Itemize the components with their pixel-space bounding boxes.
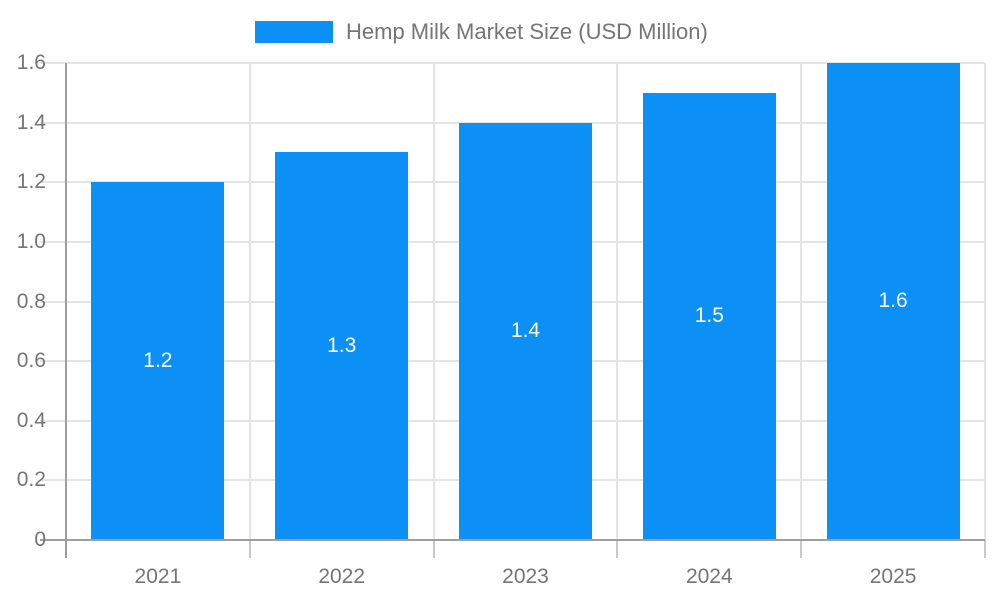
bar[interactable]: 1.2 (91, 182, 225, 539)
y-axis-tick-label: 1.2 (16, 170, 46, 194)
x-axis-tick (984, 540, 986, 558)
bar-value-label: 1.2 (143, 348, 173, 372)
gridline-vertical (432, 63, 435, 540)
bar-value-label: 1.5 (694, 303, 724, 327)
legend-label: Hemp Milk Market Size (USD Million) (346, 19, 708, 44)
bar[interactable]: 1.3 (275, 152, 409, 539)
bar[interactable]: 1.5 (642, 92, 776, 539)
bar[interactable]: 1.6 (826, 63, 960, 539)
x-axis-tick-label: 2023 (502, 565, 549, 588)
y-axis-tick-label: 0 (34, 528, 46, 551)
y-axis-line (65, 63, 67, 558)
bar-value-label: 1.4 (510, 318, 541, 342)
y-axis-tick-label: 0.4 (16, 408, 46, 432)
gridline-horizontal (40, 62, 985, 64)
x-axis-baseline (40, 539, 985, 541)
y-axis-tick-label: 0.8 (16, 289, 46, 313)
x-axis-tick (616, 540, 619, 558)
x-axis-tick-label: 2025 (869, 565, 917, 588)
x-axis-tick (800, 540, 803, 558)
gridline-vertical (800, 63, 803, 540)
x-axis-tick-label: 2021 (134, 565, 182, 588)
bar-value-label: 1.3 (327, 333, 357, 357)
gridline-vertical (248, 63, 251, 540)
gridline-vertical (984, 63, 986, 540)
x-axis-tick (432, 540, 435, 558)
x-axis-tick (248, 540, 251, 558)
y-axis-tick-label: 0.6 (16, 349, 46, 373)
plot-area: 1.2 1.3 1.4 1.5 1.6 (40, 62, 986, 558)
legend-swatch (255, 21, 333, 43)
y-axis-tick-label: 1.4 (16, 110, 46, 134)
bar[interactable]: 1.4 (459, 122, 592, 539)
y-axis-tick-label: 1.0 (16, 229, 46, 253)
bar-value-label: 1.6 (878, 289, 908, 312)
y-axis-tick-label: 0.2 (16, 468, 46, 492)
gridline-vertical (616, 63, 619, 540)
x-axis-tick-label: 2024 (685, 565, 733, 588)
y-axis-tick-label: 1.6 (16, 51, 46, 74)
x-axis-tick-label: 2022 (318, 565, 366, 588)
chart-legend[interactable]: Hemp Milk Market Size (USD Million) (255, 19, 708, 45)
